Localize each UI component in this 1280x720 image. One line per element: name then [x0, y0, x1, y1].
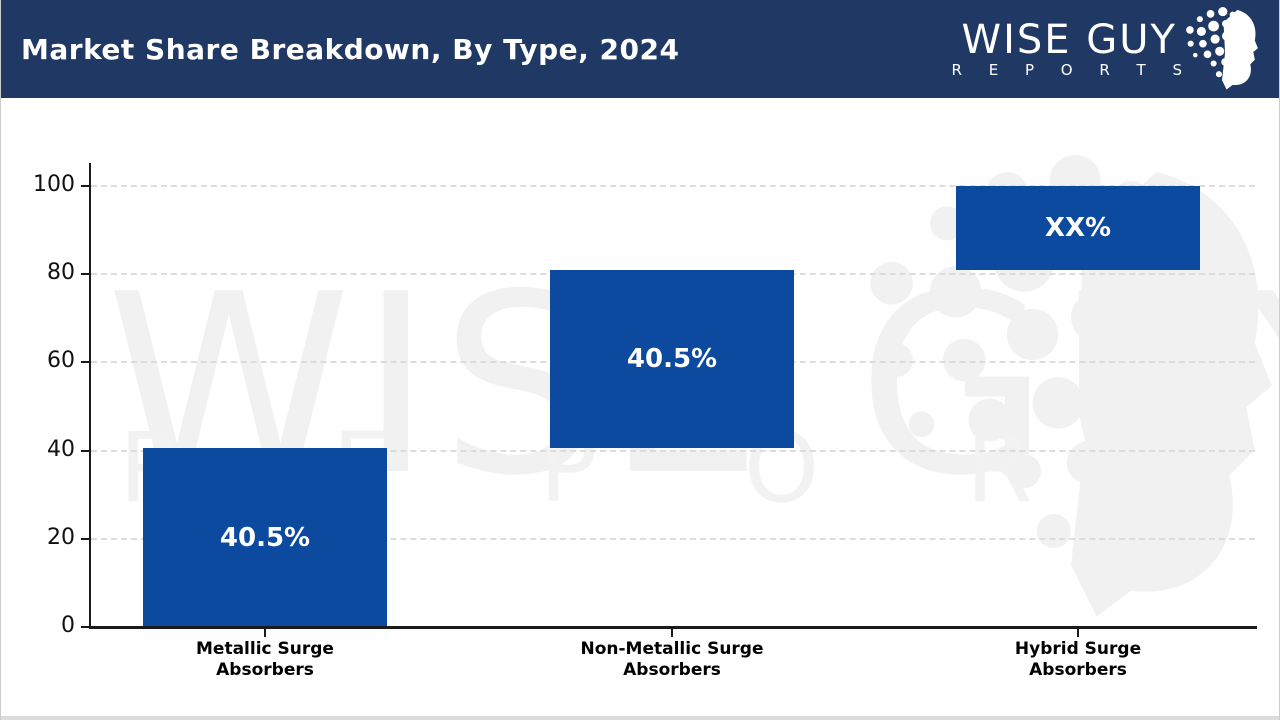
bar-value-label: 40.5% [626, 344, 718, 375]
category-label-line: Absorbers [623, 660, 721, 680]
logo-wordmark: WISE GUY [961, 17, 1177, 63]
gridline-40 [91, 449, 1255, 452]
wiseguy-logo: WISE GUY R E P O R T S [946, 6, 1265, 92]
category-label: Non-Metallic Surge Absorbers [522, 639, 822, 681]
bar-value-label: XX% [1044, 212, 1112, 243]
bar-segment: 40.5% [143, 448, 387, 627]
y-tick-20 [81, 537, 90, 540]
bar-segment: XX% [956, 186, 1200, 270]
x-tick-1 [671, 629, 673, 637]
header-bar: Market Share Breakdown, By Type, 2024 WI… [1, 0, 1279, 98]
x-axis-line [89, 626, 1257, 629]
logo-text: WISE GUY R E P O R T S [946, 19, 1193, 79]
logo-subtitle: R E P O R T S [951, 61, 1193, 79]
page-title: Market Share Breakdown, By Type, 2024 [21, 32, 680, 66]
y-tick-100 [81, 185, 90, 187]
bar-segment: 40.5% [550, 269, 794, 449]
category-label: Metallic Surge Absorbers [115, 639, 415, 681]
y-tick-label-80: 80 [47, 260, 75, 286]
bar-value-label: 40.5% [219, 522, 311, 553]
y-tick-label-100: 100 [33, 172, 75, 197]
category-label-line: Hybrid Surge [1014, 639, 1142, 659]
category-label-line: Absorbers [1029, 660, 1127, 680]
watermark-face-dots-icon [870, 155, 1272, 617]
y-axis-line [89, 163, 91, 629]
x-tick-2 [1077, 629, 1079, 637]
y-tick-60 [81, 361, 90, 364]
x-tick-0 [264, 629, 266, 637]
y-tick-40 [81, 449, 90, 452]
category-label-line: Non-Metallic Surge [580, 639, 764, 659]
y-tick-label-40: 40 [47, 436, 75, 462]
category-label-line: Absorbers [216, 660, 314, 680]
y-tick-label-0: 0 [61, 613, 75, 638]
y-tick-0 [81, 626, 90, 628]
category-label: Hybrid Surge Absorbers [928, 639, 1228, 681]
face-dots-icon [1186, 7, 1258, 90]
y-tick-label-60: 60 [47, 348, 75, 374]
gridline-100 [91, 185, 1255, 187]
y-tick-label-20: 20 [47, 524, 75, 550]
category-label-line: Metallic Surge [196, 639, 334, 659]
y-tick-80 [81, 273, 90, 276]
gridline-20 [91, 537, 1255, 540]
bottom-border [1, 716, 1279, 720]
